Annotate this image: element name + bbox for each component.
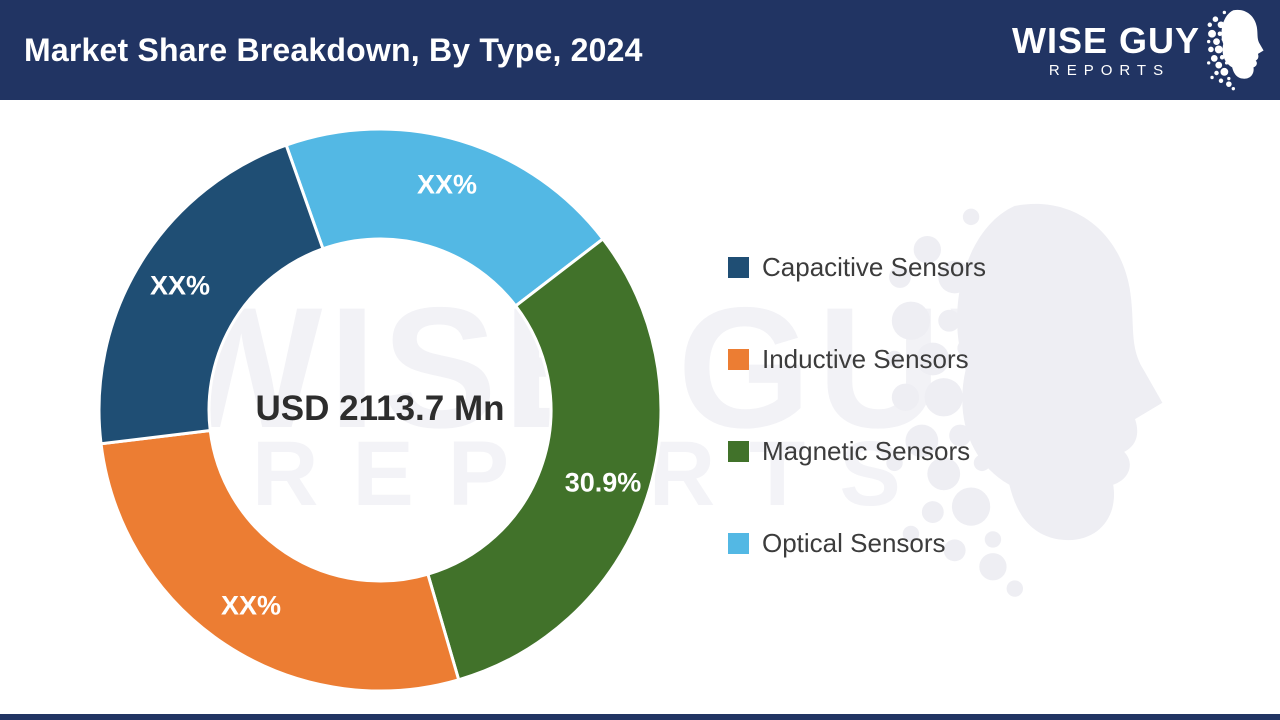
footer-bar [0, 714, 1280, 720]
segment-magnetic-sensors [426, 237, 663, 682]
wise-guy-logo: WISE GUY REPORTS [1012, 8, 1266, 92]
segment-optical-sensors [284, 127, 605, 308]
legend-label-magnetic-sensors: Magnetic Sensors [762, 436, 971, 466]
legend-item-inductive-sensors: Inductive Sensors [728, 344, 986, 375]
donut-svg [97, 127, 663, 693]
legend-label-optical-sensors: Optical Sensors [762, 528, 946, 558]
legend-item-magnetic-sensors: Magnetic Sensors [728, 436, 986, 467]
logo-text: WISE GUY REPORTS [1011, 19, 1200, 79]
legend-swatch-magnetic-sensors [728, 441, 749, 462]
legend-item-capacitive-sensors: Capacitive Sensors [728, 252, 986, 283]
legend-swatch-optical-sensors [728, 533, 749, 554]
header-bar: Market Share Breakdown, By Type, 2024 WI… [0, 0, 1280, 100]
legend-swatch-capacitive-sensors [728, 257, 749, 278]
segment-label-capacitive-sensors: XX% [149, 270, 211, 301]
donut-center-value: USD 2113.7 Mn [255, 389, 505, 428]
segment-label-optical-sensors: XX% [416, 169, 478, 200]
logo-face-icon [1207, 9, 1264, 91]
legend-label-capacitive-sensors: Capacitive Sensors [762, 252, 986, 282]
donut-chart: USD 2113.7 Mn XX% 30.9% XX% XX% [80, 110, 680, 710]
segment-capacitive-sensors [97, 143, 325, 446]
logo-subtext: REPORTS [1048, 61, 1171, 79]
logo-wordmark: WISE GUY [1011, 19, 1200, 61]
segment-inductive-sensors [99, 429, 461, 693]
segment-label-inductive-sensors: XX% [220, 590, 282, 621]
legend-swatch-inductive-sensors [728, 349, 749, 370]
page-title: Market Share Breakdown, By Type, 2024 [24, 31, 643, 68]
legend-label-inductive-sensors: Inductive Sensors [762, 344, 969, 374]
segment-label-magnetic-sensors: 30.9% [564, 467, 642, 498]
legend-item-optical-sensors: Optical Sensors [728, 528, 986, 559]
legend: Capacitive Sensors Inductive Sensors Magne… [728, 252, 986, 559]
